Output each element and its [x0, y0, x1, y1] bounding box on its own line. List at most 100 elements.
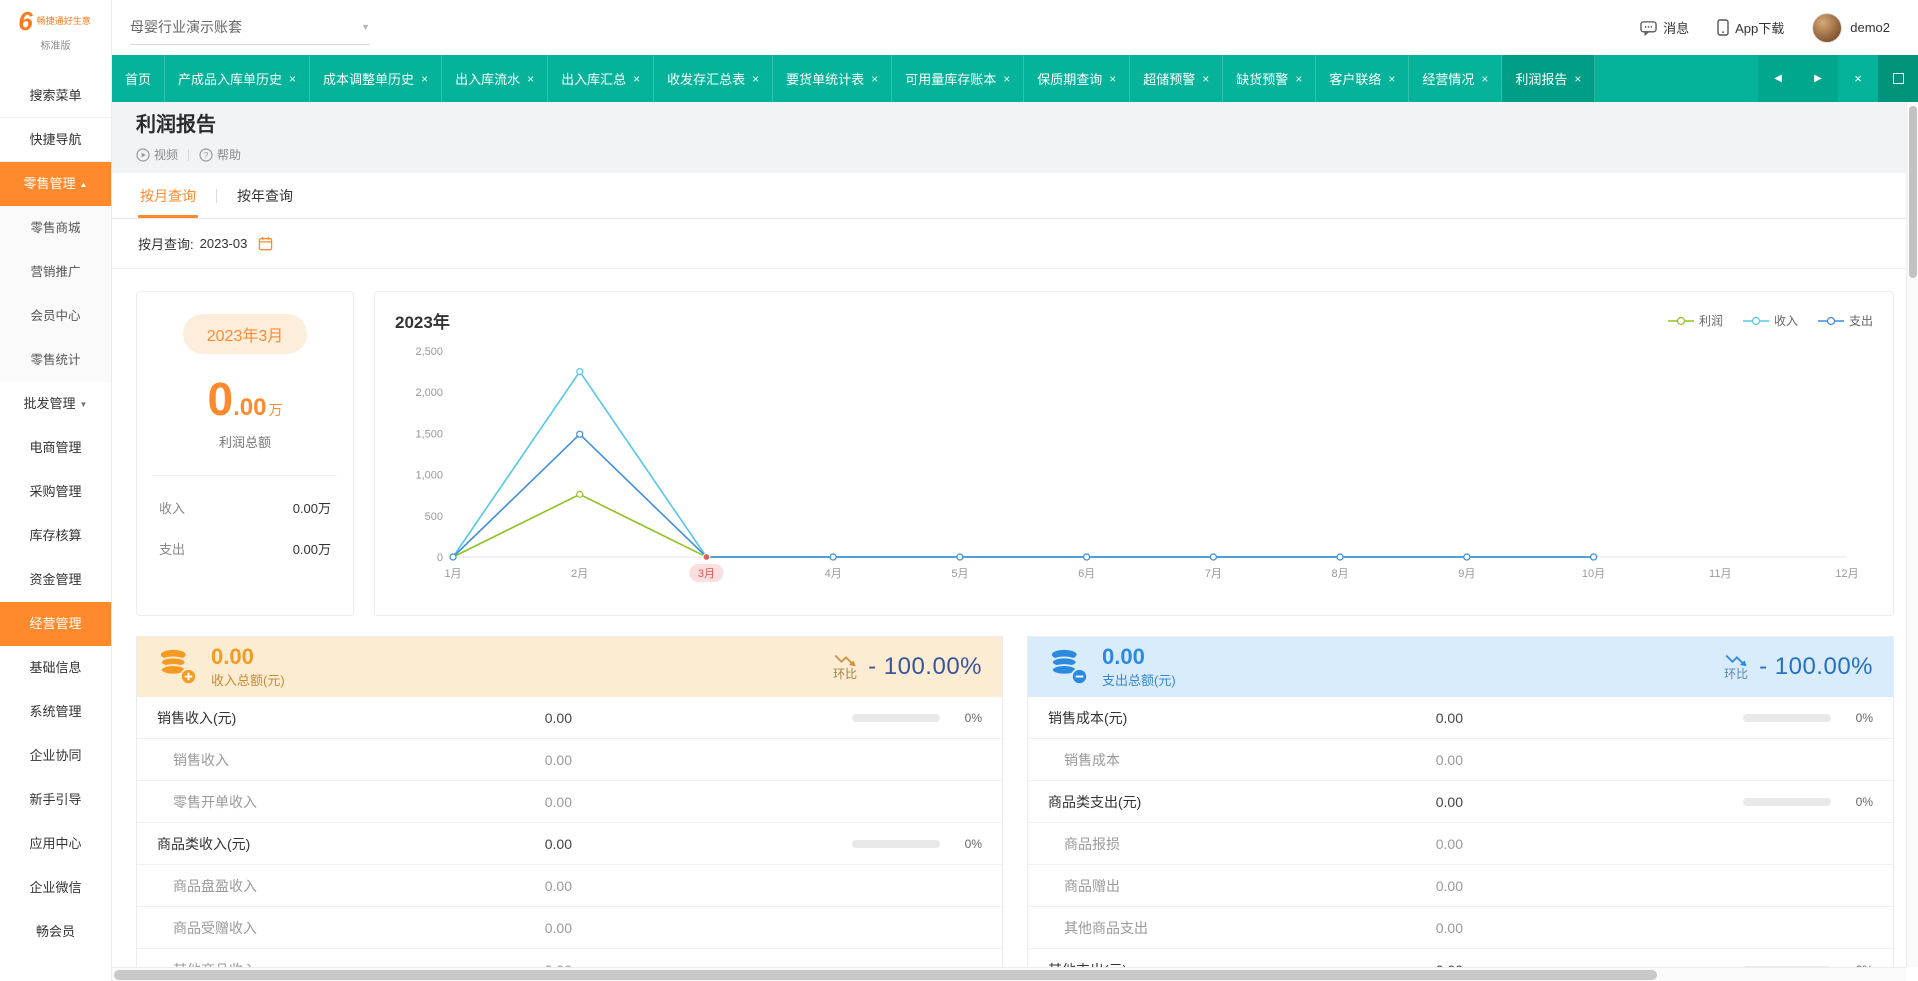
table-row[interactable]: 商品报损 0.00: [1028, 823, 1893, 865]
tab-query-by-year[interactable]: 按年查询: [237, 187, 293, 204]
sidebar-item-system-management[interactable]: 系统管理: [0, 690, 111, 734]
sidebar-item-quick-nav[interactable]: 快捷导航: [0, 118, 111, 162]
close-icon[interactable]: ×: [871, 71, 879, 86]
sidebar-item-retail-mall[interactable]: 零售商城: [0, 206, 111, 250]
close-icon[interactable]: ×: [1481, 71, 1489, 86]
tab-shortage-alert[interactable]: 缺货预警 ×: [1223, 55, 1317, 102]
tab-overstock-alert[interactable]: 超储预警 ×: [1130, 55, 1224, 102]
close-icon[interactable]: ×: [633, 71, 641, 86]
row-label: 其他商品支出: [1064, 919, 1148, 936]
sidebar-item-retail-management[interactable]: 零售管理 ▲: [0, 162, 111, 206]
chart-legend: 利润 收入 支出: [1667, 312, 1873, 329]
close-icon[interactable]: ×: [1295, 71, 1303, 86]
close-icon[interactable]: ×: [1003, 71, 1011, 86]
sidebar-item-ecommerce-management[interactable]: 电商管理: [0, 426, 111, 470]
sidebar-item-beginner-guide[interactable]: 新手引导: [0, 778, 111, 822]
tab-cost-adjust-history[interactable]: 成本调整单历史 ×: [310, 55, 443, 102]
sidebar-item-label: 企业微信: [29, 880, 82, 895]
sidebar-item-enterprise-wechat[interactable]: 企业微信: [0, 866, 111, 910]
vertical-scrollbar-thumb[interactable]: [1909, 106, 1917, 278]
tab-home[interactable]: 首页: [112, 55, 166, 102]
close-icon[interactable]: ×: [1574, 71, 1582, 86]
row-value: 0.00: [544, 835, 572, 852]
close-icon[interactable]: ×: [752, 71, 760, 86]
sidebar-item-chang-member[interactable]: 畅会员: [0, 910, 111, 954]
sidebar-item-enterprise-collab[interactable]: 企业协同: [0, 734, 111, 778]
table-row[interactable]: 销售成本 0.00: [1028, 739, 1893, 781]
close-icon[interactable]: ×: [527, 71, 535, 86]
sidebar-item-app-center[interactable]: 应用中心: [0, 822, 111, 866]
sidebar-item-member-center[interactable]: 会员中心: [0, 294, 111, 338]
sidebar-item-retail-stats[interactable]: 零售统计: [0, 338, 111, 382]
messages-button[interactable]: 消息: [1640, 18, 1689, 37]
table-row[interactable]: 销售成本(元) 0.00 0%: [1028, 697, 1893, 739]
vertical-scrollbar[interactable]: [1906, 102, 1918, 967]
table-row[interactable]: 商品受赠收入 0.00: [137, 907, 1002, 949]
close-tab-button[interactable]: ×: [1854, 71, 1862, 86]
sidebar-item-marketing[interactable]: 营销推广: [0, 250, 111, 294]
legend-item[interactable]: 收入: [1742, 312, 1798, 329]
svg-text:12月: 12月: [1835, 568, 1858, 580]
legend-marker-icon: [1817, 316, 1844, 325]
sidebar-item-purchase-management[interactable]: 采购管理: [0, 470, 111, 514]
tabs-scroll-left-button[interactable]: ◀: [1758, 55, 1798, 102]
svg-text:10月: 10月: [1582, 568, 1605, 580]
tab-business-status[interactable]: 经营情况 ×: [1409, 55, 1503, 102]
tab-profit-report[interactable]: 利润报告 ×: [1502, 55, 1596, 102]
income-ratio-value: - 100.00%: [868, 653, 982, 680]
row-label: 商品受赠收入: [173, 919, 257, 936]
expense-total-value: 0.00: [1102, 643, 1145, 669]
sidebar-item-business-management[interactable]: 经营管理: [0, 602, 111, 646]
tab-inout-summary[interactable]: 出入库汇总 ×: [548, 55, 655, 102]
close-icon[interactable]: ×: [1388, 71, 1396, 86]
account-select[interactable]: 母婴行业演示账套 ▼: [130, 11, 370, 45]
row-percent: 0%: [1855, 794, 1873, 809]
fullscreen-button[interactable]: [1878, 55, 1918, 102]
table-row[interactable]: 销售收入 0.00: [137, 739, 1002, 781]
app-download-button[interactable]: App下载: [1717, 18, 1784, 37]
sidebar-item-inventory-accounting[interactable]: 库存核算: [0, 514, 111, 558]
table-row[interactable]: 销售收入(元) 0.00 0%: [137, 697, 1002, 739]
horizontal-scrollbar-thumb[interactable]: [114, 970, 1657, 980]
ratio-label: 环比: [833, 667, 858, 682]
table-row[interactable]: 商品赠出 0.00: [1028, 865, 1893, 907]
month-picker-button[interactable]: [258, 236, 273, 251]
report-panel: 按月查询 按年查询 按月查询: 2023-03 2023年3月: [112, 173, 1918, 981]
user-menu[interactable]: demo2: [1812, 12, 1890, 43]
tab-receipt-dispatch-summary[interactable]: 收发存汇总表 ×: [654, 55, 774, 102]
month-picker-value[interactable]: 2023-03: [199, 236, 248, 251]
close-icon[interactable]: ×: [1109, 71, 1117, 86]
sidebar-item-label: 营销推广: [30, 265, 81, 279]
summary-income-label: 收入: [159, 501, 186, 516]
sidebar-item-label: 基础信息: [29, 660, 82, 675]
tabs-scroll-right-button[interactable]: ▶: [1798, 55, 1838, 102]
sidebar-item-label: 应用中心: [29, 836, 82, 851]
tab-available-stock-book[interactable]: 可用量库存账本 ×: [892, 55, 1025, 102]
close-icon[interactable]: ×: [289, 71, 297, 86]
tab-shelf-life-query[interactable]: 保质期查询 ×: [1024, 55, 1131, 102]
sidebar-item-label: 会员中心: [30, 309, 81, 323]
video-link[interactable]: 视频: [136, 146, 178, 163]
close-icon[interactable]: ×: [1202, 71, 1210, 86]
tab-demand-stats[interactable]: 要货单统计表 ×: [773, 55, 893, 102]
horizontal-scrollbar[interactable]: [112, 967, 1906, 981]
close-icon[interactable]: ×: [421, 71, 429, 86]
tab-customer-contact[interactable]: 客户联络 ×: [1316, 55, 1410, 102]
tab-inout-flow[interactable]: 出入库流水 ×: [442, 55, 549, 102]
table-row[interactable]: 商品类支出(元) 0.00 0%: [1028, 781, 1893, 823]
sidebar-item-wholesale-management[interactable]: 批发管理 ▼: [0, 382, 111, 426]
help-link[interactable]: ? 帮助: [199, 146, 241, 163]
sidebar-item-search-menu[interactable]: 搜索菜单: [0, 74, 111, 118]
row-label: 商品类收入(元): [157, 835, 251, 852]
tab-query-by-month[interactable]: 按月查询: [138, 173, 198, 218]
tab-product-inbound-history[interactable]: 产成品入库单历史 ×: [165, 55, 311, 102]
legend-item[interactable]: 利润: [1667, 312, 1723, 329]
sidebar-item-basic-info[interactable]: 基础信息: [0, 646, 111, 690]
sidebar-item-funds-management[interactable]: 资金管理: [0, 558, 111, 602]
legend-item[interactable]: 支出: [1817, 312, 1873, 329]
table-row[interactable]: 商品类收入(元) 0.00 0%: [137, 823, 1002, 865]
row-label: 销售收入: [173, 751, 229, 768]
table-row[interactable]: 零售开单收入 0.00: [137, 781, 1002, 823]
table-row[interactable]: 商品盘盈收入 0.00: [137, 865, 1002, 907]
table-row[interactable]: 其他商品支出 0.00: [1028, 907, 1893, 949]
